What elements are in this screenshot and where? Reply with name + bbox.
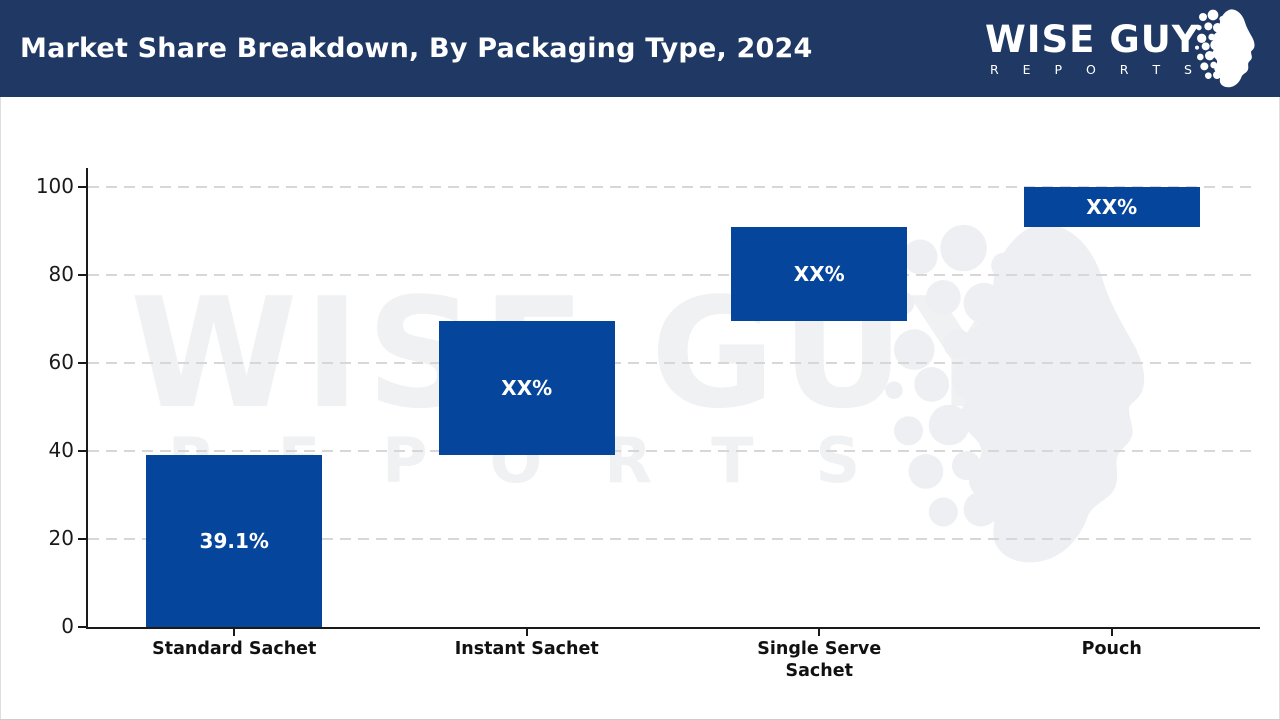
- x-tick-mark-single-serve-sachet: [818, 629, 821, 636]
- bar-value-label-pouch: XX%: [1086, 195, 1138, 220]
- y-tick-mark-0: [78, 626, 87, 628]
- y-tick-label-60: 60: [48, 350, 74, 374]
- y-tick-label-20: 20: [48, 526, 74, 550]
- category-label-pouch: Pouch: [1081, 639, 1142, 659]
- category-label-single-serve-sachet: Single Serve Sachet: [757, 639, 882, 681]
- gridline-80: [88, 274, 1258, 276]
- bar-single-serve-sachet: XX%: [731, 227, 908, 322]
- gridline-100: [88, 186, 1258, 188]
- y-tick-mark-20: [78, 538, 87, 540]
- category-label-standard-sachet: Standard Sachet: [152, 639, 317, 659]
- x-tick-mark-instant-sachet: [525, 629, 528, 636]
- bar-pouch: XX%: [1023, 187, 1200, 228]
- header: Market Share Breakdown, By Packaging Typ…: [0, 0, 1280, 97]
- y-tick-mark-60: [78, 362, 87, 364]
- page-title: Market Share Breakdown, By Packaging Typ…: [20, 33, 813, 64]
- logo-text: WISE GUY R E P O R T S: [985, 21, 1202, 77]
- y-tick-label-80: 80: [48, 262, 74, 286]
- y-tick-label-100: 100: [35, 174, 74, 198]
- y-tick-label-40: 40: [48, 438, 74, 462]
- bar-value-label-standard-sachet: 39.1%: [199, 528, 269, 553]
- x-axis: [86, 627, 1260, 629]
- gridline-60: [88, 362, 1258, 364]
- x-tick-mark-pouch: [1110, 629, 1113, 636]
- gridline-40: [88, 450, 1258, 452]
- x-tick-mark-standard-sachet: [233, 629, 236, 636]
- y-axis: [86, 168, 88, 629]
- y-tick-label-0: 0: [61, 614, 74, 638]
- bar-standard-sachet: 39.1%: [146, 454, 323, 627]
- category-label-instant-sachet: Instant Sachet: [454, 639, 599, 659]
- logo-wordmark: WISE GUY: [984, 18, 1200, 61]
- y-tick-mark-80: [78, 274, 87, 276]
- y-tick-mark-100: [78, 186, 87, 188]
- bar-value-label-single-serve-sachet: XX%: [793, 262, 845, 287]
- bar-value-label-instant-sachet: XX%: [501, 376, 553, 401]
- wiseguy-logo: WISE GUY R E P O R T S: [985, 8, 1270, 90]
- gridline-20: [88, 538, 1258, 540]
- y-tick-mark-40: [78, 450, 87, 452]
- logo-subtext: R E P O R T S: [989, 62, 1202, 77]
- bar-instant-sachet: XX%: [438, 321, 615, 455]
